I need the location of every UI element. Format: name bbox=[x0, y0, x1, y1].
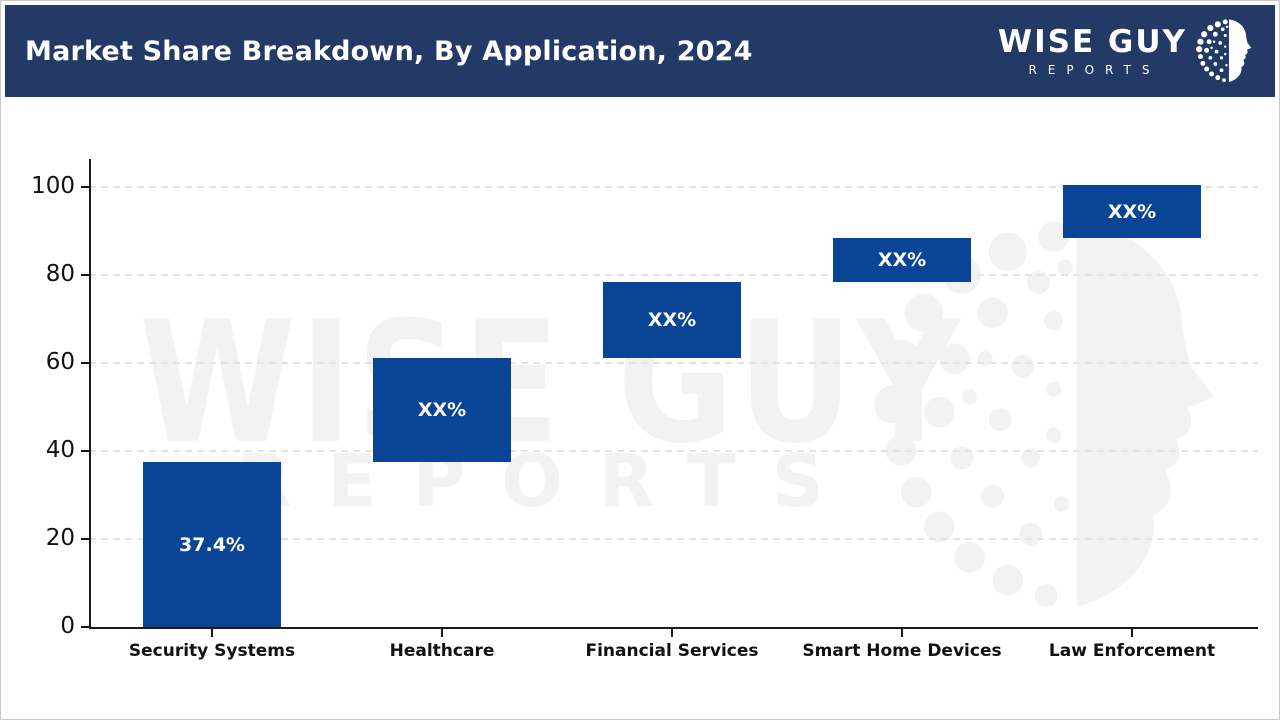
y-tick-label: 40 bbox=[45, 437, 75, 463]
gridline-100 bbox=[89, 186, 1258, 188]
x-tick-3 bbox=[671, 629, 673, 637]
bar-law-enforcement: XX% bbox=[1063, 184, 1201, 239]
gridline-40 bbox=[89, 450, 1258, 452]
bar-value-label: XX% bbox=[417, 399, 467, 422]
brand-logo-text: WISE GUY REPORTS bbox=[997, 23, 1187, 77]
y-tick-60 bbox=[81, 362, 89, 364]
gridline-60 bbox=[89, 362, 1258, 364]
y-axis-spine bbox=[89, 159, 91, 629]
x-tick-2 bbox=[441, 629, 443, 637]
x-tick-1 bbox=[211, 629, 213, 637]
brand-logo: WISE GUY REPORTS bbox=[998, 15, 1255, 87]
y-tick-80 bbox=[81, 274, 89, 276]
brand-subtitle: REPORTS bbox=[1028, 62, 1161, 77]
bar-smart-home-devices: XX% bbox=[833, 238, 971, 283]
bar-value-label: XX% bbox=[647, 308, 697, 331]
y-tick-label: 100 bbox=[31, 173, 75, 199]
x-axis-spine bbox=[89, 627, 1258, 629]
y-tick-100 bbox=[81, 186, 89, 188]
y-tick-20 bbox=[81, 538, 89, 540]
header-bar: Market Share Breakdown, By Application, … bbox=[5, 5, 1275, 97]
y-tick-label: 60 bbox=[45, 349, 75, 375]
y-tick-40 bbox=[81, 450, 89, 452]
y-tick-0 bbox=[81, 626, 89, 628]
y-tick-label: 80 bbox=[45, 261, 75, 287]
bar-healthcare: XX% bbox=[373, 357, 511, 463]
gridline-20 bbox=[89, 538, 1258, 540]
brand-name: WISE GUY bbox=[997, 23, 1187, 60]
x-tick-5 bbox=[1131, 629, 1133, 637]
y-tick-label: 20 bbox=[45, 525, 75, 551]
x-tick-4 bbox=[901, 629, 903, 637]
x-category-label: Healthcare bbox=[389, 641, 495, 661]
x-category-label: Smart Home Devices bbox=[802, 641, 1002, 661]
bar-financial-services: XX% bbox=[603, 282, 741, 358]
bar-value-label: XX% bbox=[1107, 200, 1157, 223]
x-category-label: Security Systems bbox=[128, 641, 296, 661]
x-category-label: Law Enforcement bbox=[1048, 641, 1216, 661]
x-category-label: Financial Services bbox=[585, 641, 759, 661]
bar-value-label: XX% bbox=[877, 249, 927, 272]
bar-security-systems: 37.4% bbox=[143, 462, 281, 627]
gridline-80 bbox=[89, 274, 1258, 276]
bar-value-label: 37.4% bbox=[179, 533, 245, 556]
y-tick-label: 0 bbox=[60, 613, 75, 639]
page-title: Market Share Breakdown, By Application, … bbox=[25, 35, 753, 67]
